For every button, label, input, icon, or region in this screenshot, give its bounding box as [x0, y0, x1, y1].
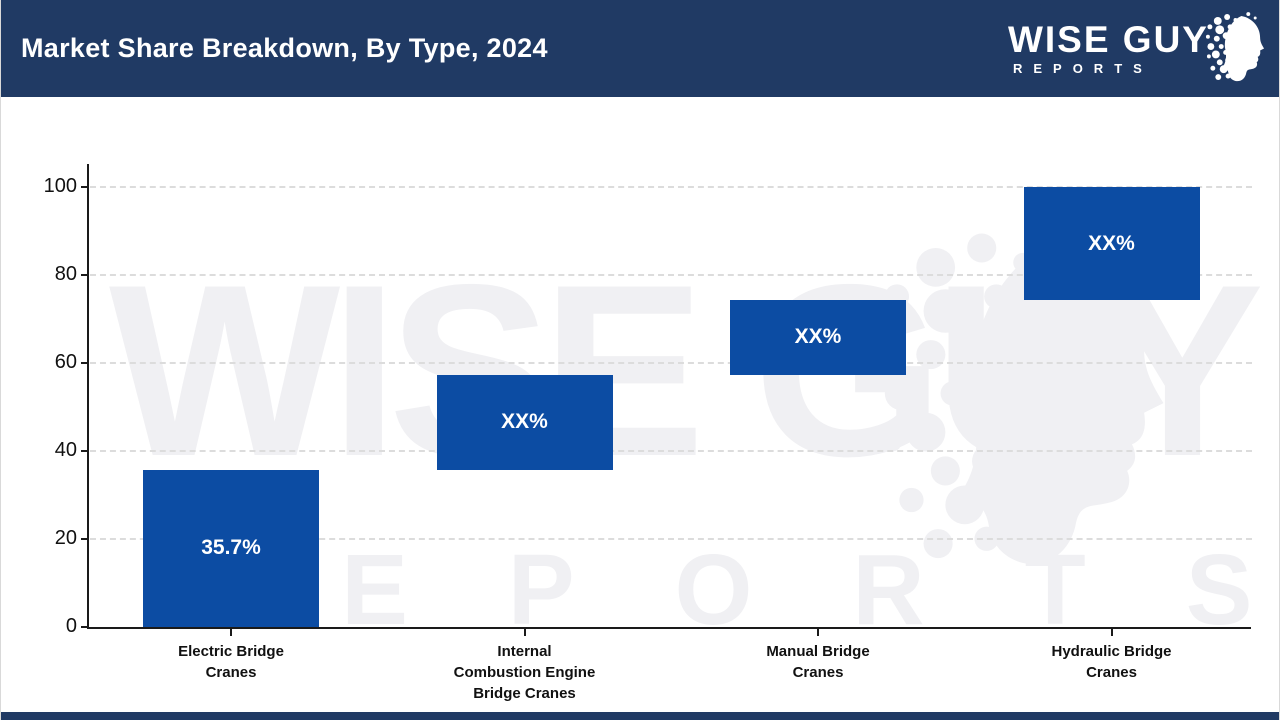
x-category-label-line: Internal [497, 643, 552, 660]
header: Market Share Breakdown, By Type, 2024 WI… [1, 0, 1279, 97]
waterfall-bar-3: XX% [730, 300, 906, 375]
x-category-label: Manual Bridge Cranes [668, 641, 968, 683]
y-tick-mark [81, 538, 89, 540]
x-tick-mark [817, 629, 819, 636]
bar-value-label: XX% [1088, 231, 1135, 255]
gridline-80 [90, 274, 1252, 276]
gridline-100 [90, 186, 1252, 188]
gridline-20 [90, 538, 1252, 540]
bar-value-label: XX% [794, 325, 842, 349]
y-tick-label: 40 [54, 439, 77, 461]
y-tick-mark [81, 274, 89, 276]
gridline-60 [90, 362, 1252, 364]
x-category-label-line: Manual Bridge [766, 643, 870, 660]
x-tick-mark [230, 629, 232, 636]
bar-value-label: XX% [501, 410, 548, 434]
y-tick-label: 20 [54, 527, 77, 549]
x-tick-mark [1110, 629, 1113, 636]
y-tick-label: 100 [43, 175, 77, 197]
logo-subtitle: REPORTS [1012, 61, 1153, 76]
gridline-40 [90, 450, 1252, 452]
y-tick-mark [81, 450, 89, 452]
x-category-label-line: Hydraulic Bridge [1051, 643, 1172, 660]
watermark-subtitle: REPORTS [169, 534, 1280, 646]
brand-logo: WISE GUY REPORTS [1008, 9, 1267, 89]
x-category-label-line: Cranes [792, 664, 844, 681]
footer-bar [1, 712, 1279, 720]
x-category-label-line: Combustion Engine [453, 664, 596, 681]
waterfall-bar-1: 35.7% [143, 469, 319, 627]
x-category-label-line: Electric Bridge [178, 643, 284, 660]
y-tick-mark [81, 362, 89, 364]
x-category-label-line: Cranes [1086, 664, 1137, 681]
x-tick-mark [523, 629, 526, 636]
x-category-label: Internal Combustion Engine Bridge Cranes [375, 641, 675, 704]
waterfall-bar-4: XX% [1023, 187, 1200, 301]
x-category-label-line: Cranes [205, 664, 257, 681]
bar-value-label: 35.7% [201, 536, 261, 560]
y-tick-mark [81, 626, 89, 628]
y-tick-label: 0 [65, 615, 77, 637]
y-tick-mark [81, 186, 89, 188]
logo-wordmark: WISE GUY REPORTS [1008, 21, 1209, 76]
x-axis-line [87, 627, 1251, 629]
x-category-label-line: Bridge Cranes [473, 685, 576, 702]
y-tick-label: 80 [54, 263, 77, 285]
x-category-label: Electric Bridge Cranes [81, 641, 381, 683]
y-axis-line [87, 164, 89, 629]
x-category-label: Hydraulic Bridge Cranes [962, 641, 1262, 683]
y-tick-label: 60 [54, 351, 77, 373]
waterfall-bar-2: XX% [436, 374, 613, 470]
page-title: Market Share Breakdown, By Type, 2024 [21, 33, 548, 63]
head-logo-icon [1205, 11, 1265, 81]
logo-name: WISE GUY [1007, 19, 1209, 60]
